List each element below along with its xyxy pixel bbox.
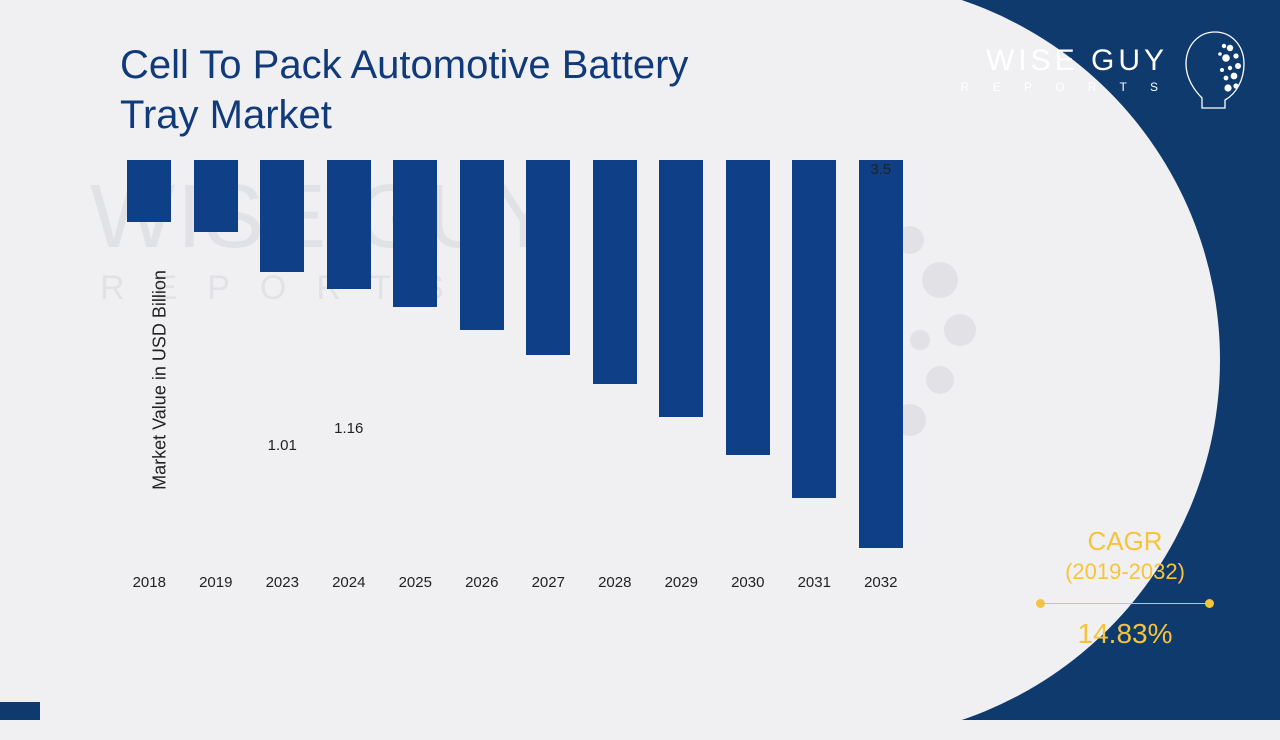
x-tick-label: 2023 <box>249 574 316 600</box>
bar <box>460 160 504 330</box>
bar <box>659 160 703 417</box>
bar-2028 <box>582 160 649 570</box>
bar-2029 <box>648 160 715 570</box>
x-tick-label: 2026 <box>449 574 516 600</box>
bar-value-label: 1.01 <box>268 437 297 454</box>
bar <box>127 160 171 222</box>
bar <box>593 160 637 384</box>
cagr-block: CAGR (2019-2032) 14.83% <box>1010 526 1240 650</box>
bar-value-label: 3.5 <box>870 161 891 178</box>
cagr-divider <box>1040 603 1210 604</box>
bar-2024: 1.16 <box>316 160 383 570</box>
bar <box>260 160 304 272</box>
x-tick-label: 2027 <box>515 574 582 600</box>
bar-2018 <box>116 160 183 570</box>
bar-2023: 1.01 <box>249 160 316 570</box>
bar-2025 <box>382 160 449 570</box>
logo: WISE GUY R E P O R T S <box>961 30 1250 110</box>
plot-area: 1.01 1.16 3.5 <box>110 160 920 570</box>
bar <box>726 160 770 455</box>
x-tick-label: 2032 <box>848 574 915 600</box>
bar-chart: Market Value in USD Billion 1.011.163.5 … <box>70 160 920 600</box>
bar-value-label: 1.16 <box>334 420 363 437</box>
x-tick-label: 2024 <box>316 574 383 600</box>
bar <box>327 160 371 289</box>
cagr-value: 14.83% <box>1010 618 1240 650</box>
logo-main-text: WISE GUY <box>986 46 1168 76</box>
cagr-range: (2019-2032) <box>1010 559 1240 585</box>
logo-sub-text: R E P O R T S <box>961 80 1168 94</box>
logo-head-icon <box>1180 30 1250 110</box>
bar <box>859 160 903 548</box>
x-tick-label: 2018 <box>116 574 183 600</box>
chart-title: Cell To Pack Automotive Battery Tray Mar… <box>120 40 740 140</box>
bar <box>792 160 836 498</box>
bar <box>526 160 570 355</box>
x-tick-label: 2031 <box>781 574 848 600</box>
bar-2027 <box>515 160 582 570</box>
bar-2019 <box>183 160 250 570</box>
x-tick-label: 2019 <box>183 574 250 600</box>
bar-2031 <box>781 160 848 570</box>
x-tick-label: 2025 <box>382 574 449 600</box>
canvas: WISE GUY R E P O R T S Cell To Pack Auto… <box>0 0 1280 720</box>
bar-2032: 3.5 <box>848 160 915 570</box>
bottom-accent-bar <box>0 702 40 720</box>
x-axis-labels: 2018201920232024202520262027202820292030… <box>110 574 920 600</box>
x-tick-label: 2030 <box>715 574 782 600</box>
bar-2030 <box>715 160 782 570</box>
cagr-label: CAGR <box>1010 526 1240 557</box>
bar-2026 <box>449 160 516 570</box>
bar <box>194 160 238 232</box>
bar <box>393 160 437 307</box>
x-tick-label: 2028 <box>582 574 649 600</box>
x-tick-label: 2029 <box>648 574 715 600</box>
